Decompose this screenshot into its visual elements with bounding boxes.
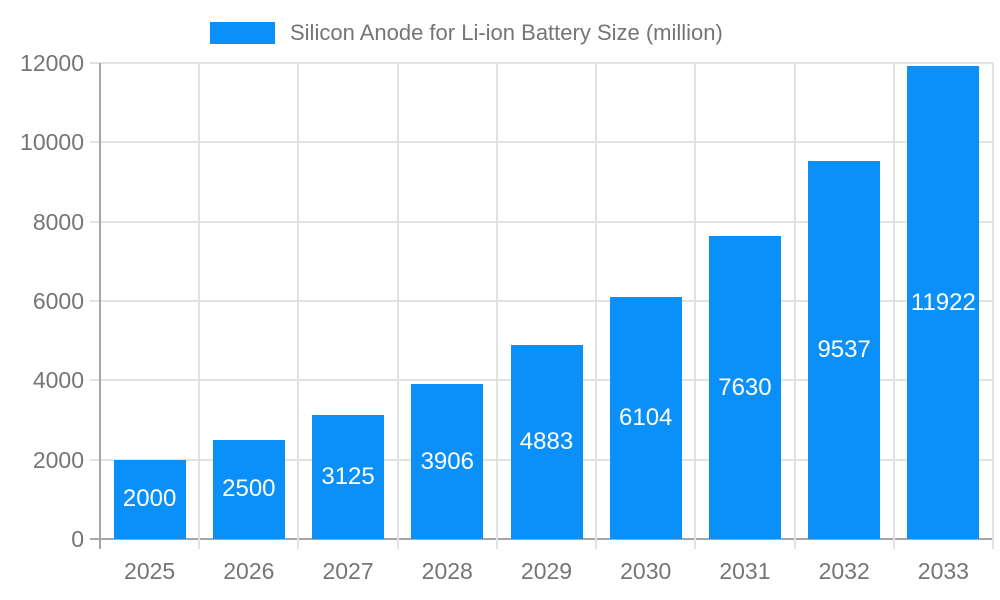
y-tick-label: 8000 xyxy=(32,208,84,235)
bar-value-label: 2500 xyxy=(222,475,276,503)
category-boundary-line xyxy=(396,63,399,539)
x-axis-tick xyxy=(396,539,399,549)
y-tick-label: 6000 xyxy=(32,288,84,314)
x-axis-tick xyxy=(992,539,994,549)
plot-area: 2000 2500 3125 3906 4883 6104 7630 9537 11922 xyxy=(90,62,994,549)
category-boundary-line xyxy=(793,63,796,539)
x-tick-label: 2030 xyxy=(620,558,672,584)
bar-2033: 11922 xyxy=(907,66,980,539)
x-tick-label: 2032 xyxy=(818,558,870,584)
x-axis-tick xyxy=(297,539,300,549)
category-boundary-line xyxy=(297,63,300,539)
legend-label: Silicon Anode for Li-ion Battery Size (m… xyxy=(290,20,723,45)
category-boundary-line xyxy=(495,63,498,539)
gridline-12000 xyxy=(90,62,993,64)
bar-value-label: 7630 xyxy=(718,373,772,401)
gridline-0 xyxy=(90,538,993,540)
category-boundary-line xyxy=(595,63,598,539)
legend-swatch xyxy=(210,22,275,44)
y-axis-line xyxy=(99,63,101,549)
x-axis-tick xyxy=(595,539,598,549)
x-tick-label: 2025 xyxy=(124,558,176,584)
x-axis-tick xyxy=(892,539,895,549)
bar-value-label: 11922 xyxy=(910,288,976,316)
x-tick-label: 2033 xyxy=(917,558,969,584)
x-axis-tick xyxy=(198,539,201,549)
bar-value-label: 3906 xyxy=(420,447,474,475)
bar-2026: 2500 xyxy=(212,439,285,539)
x-axis-tick xyxy=(793,539,796,549)
x-tick-label: 2026 xyxy=(223,558,275,584)
bar-value-label: 6104 xyxy=(619,403,673,431)
x-axis-tick xyxy=(495,539,498,549)
legend: Silicon Anode for Li-ion Battery Size (m… xyxy=(210,20,723,45)
bar-2030: 6104 xyxy=(609,296,682,539)
bar-2031: 7630 xyxy=(708,236,781,539)
bar-value-label: 3125 xyxy=(321,463,375,491)
gridline-10000 xyxy=(90,141,993,144)
y-tick-label: 0 xyxy=(71,526,84,552)
x-tick-label: 2031 xyxy=(719,558,771,584)
y-tick-label: 2000 xyxy=(32,446,84,473)
y-tick-label: 4000 xyxy=(32,367,84,394)
bar-2032: 9537 xyxy=(808,160,881,539)
bar-value-label: 4883 xyxy=(519,428,574,456)
x-tick-label: 2027 xyxy=(322,558,374,584)
category-boundary-line xyxy=(892,63,895,539)
gridline-6000 xyxy=(90,300,993,302)
x-axis-tick xyxy=(694,539,697,549)
category-boundary-line xyxy=(694,63,697,539)
y-tick-label: 10000 xyxy=(20,129,84,156)
bar-2027: 3125 xyxy=(312,415,385,539)
bar-2025: 2000 xyxy=(113,459,186,539)
bar-value-label: 9537 xyxy=(817,335,871,363)
gridline-8000 xyxy=(90,220,993,223)
bar-2028: 3906 xyxy=(411,384,484,539)
y-tick-label: 12000 xyxy=(20,50,84,76)
x-tick-label: 2029 xyxy=(520,558,573,584)
x-tick-label: 2028 xyxy=(421,558,473,584)
category-boundary-line xyxy=(198,63,201,539)
bar-2029: 4883 xyxy=(510,345,583,539)
category-boundary-line xyxy=(992,63,994,539)
bar-value-label: 2000 xyxy=(122,485,177,513)
